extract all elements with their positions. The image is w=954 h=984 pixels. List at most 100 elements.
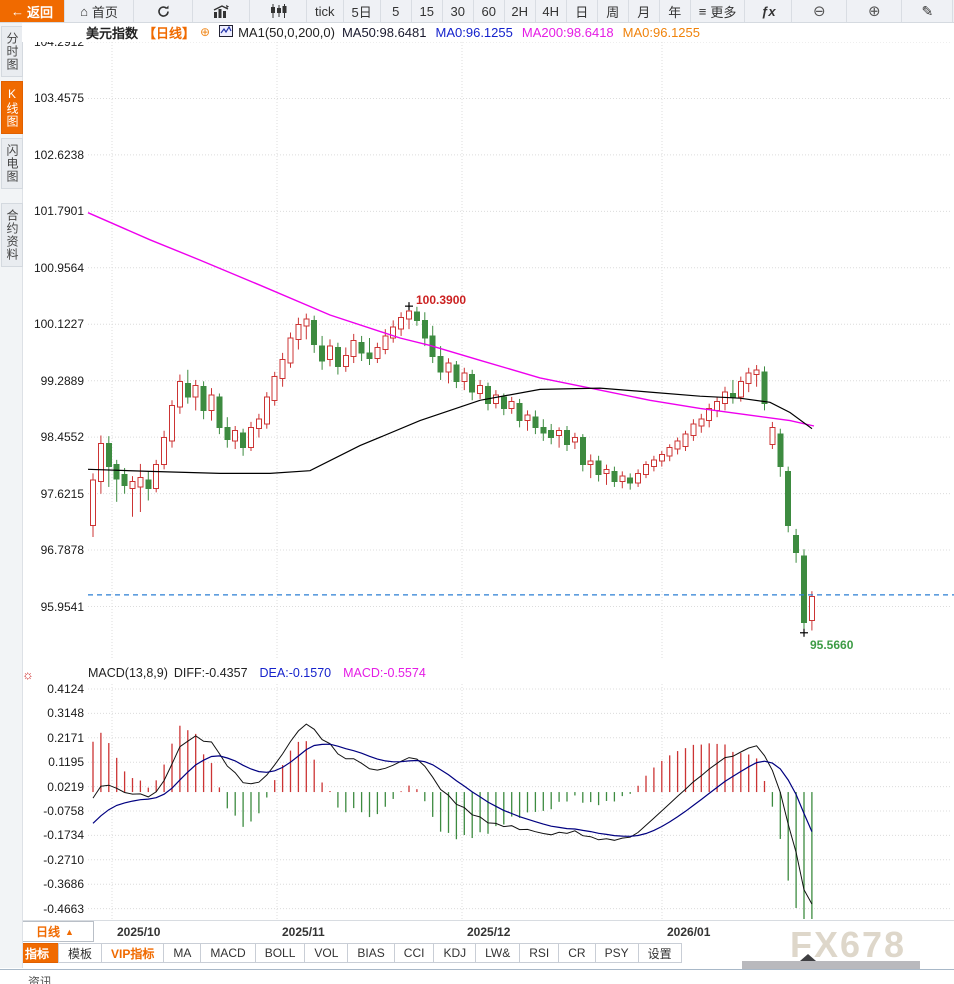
macd-macd-value: MACD:-0.5574 bbox=[343, 666, 426, 680]
high-price-annotation: 100.3900 bbox=[416, 293, 467, 308]
column-chart-icon bbox=[213, 4, 230, 18]
zoom-in-button[interactable]: ⊕ bbox=[847, 0, 903, 22]
price-axis-label: 97.6215 bbox=[40, 486, 84, 501]
sidebar-tab-2[interactable]: K线图 bbox=[1, 81, 23, 134]
indicator-tab-CCI[interactable]: CCI bbox=[393, 943, 435, 963]
macd-axis-label: -0.3686 bbox=[43, 877, 84, 892]
toolbar-period-15[interactable]: 15 bbox=[412, 0, 443, 22]
home-icon: ⌂ bbox=[80, 3, 88, 19]
sidebar-tab-3[interactable]: 闪电图 bbox=[1, 138, 23, 189]
zoom-out-button[interactable]: ⊖ bbox=[792, 0, 848, 22]
toolbar-period-日[interactable]: 日 bbox=[567, 0, 598, 22]
price-axis-label: 95.9541 bbox=[40, 599, 84, 614]
toolbar-period-月[interactable]: 月 bbox=[629, 0, 660, 22]
sidebar-tab-4[interactable]: 合约资料 bbox=[1, 203, 23, 267]
month-label: 2025/10 bbox=[117, 925, 161, 939]
period-selector-label: 日线 bbox=[36, 925, 61, 939]
back-button[interactable]: ← 返回 bbox=[0, 0, 65, 22]
macd-axis-label: 0.2171 bbox=[47, 730, 84, 745]
chart-header: 美元指数 【日线】 ⊕ MA1(50,0,200,0) MA50:98.6481… bbox=[22, 22, 954, 42]
macd-diff-value: DIFF:-0.4357 bbox=[173, 666, 248, 680]
indicator-tab-BOLL[interactable]: BOLL bbox=[254, 943, 306, 963]
indicator-tab-KDJ[interactable]: KDJ bbox=[433, 943, 477, 963]
back-arrow-icon: ← bbox=[10, 3, 24, 19]
symbol-name: 美元指数 bbox=[86, 25, 139, 41]
month-label: 2025/11 bbox=[282, 925, 325, 939]
price-axis-label: 99.2889 bbox=[40, 373, 84, 388]
toolbar-period-30[interactable]: 30 bbox=[443, 0, 474, 22]
fx-icon: ƒx bbox=[761, 3, 776, 19]
bar-chart-button[interactable] bbox=[193, 0, 250, 22]
price-axis-label: 96.7878 bbox=[40, 543, 84, 558]
indicator-settings-icon[interactable]: ☼ bbox=[22, 667, 34, 682]
low-price-annotation: 95.5660 bbox=[810, 637, 854, 652]
sidebar-tab-1[interactable]: 分时图 bbox=[1, 26, 23, 77]
indicator-tab-CR[interactable]: CR bbox=[558, 943, 596, 963]
up-triangle-icon: ▲ bbox=[65, 926, 74, 937]
top-toolbar: ← 返回 ⌂ 首页 tick 5日 5 15 30 60 2H 4H 日周月年 ≡ 更多 bbox=[0, 0, 954, 23]
pencil-icon: ✎ bbox=[921, 2, 934, 19]
indicator-tab-模板[interactable]: 模板 bbox=[58, 943, 103, 963]
macd-axis-label: -0.0758 bbox=[43, 804, 84, 818]
indicator-tab-PSY[interactable]: PSY bbox=[594, 943, 639, 963]
price-axis-label: 98.4552 bbox=[40, 430, 84, 445]
price-axis-label: 103.4575 bbox=[33, 91, 84, 106]
candlestick-view-button[interactable] bbox=[250, 0, 307, 22]
price-axis-label: 100.1227 bbox=[33, 317, 84, 332]
more-button[interactable]: ≡ 更多 bbox=[691, 0, 746, 22]
x-axis-row bbox=[0, 920, 954, 943]
toolbar-period-5[interactable]: 5 bbox=[381, 0, 412, 22]
toolbar-period-周[interactable]: 周 bbox=[598, 0, 629, 22]
fx-indicator-button[interactable]: ƒx bbox=[745, 0, 793, 22]
toolbar-tick-button[interactable]: tick bbox=[307, 0, 344, 22]
macd-axis-label: -0.4663 bbox=[43, 901, 84, 916]
macd-title: MACD(13,8,9) bbox=[88, 666, 168, 680]
candle-bars-icon bbox=[270, 4, 287, 18]
zoom-in-icon: ⊕ bbox=[868, 3, 881, 20]
panel-resize-scrollbar[interactable] bbox=[742, 954, 920, 969]
macd-axis-label: 0.3148 bbox=[47, 706, 84, 721]
toolbar-period-60[interactable]: 60 bbox=[474, 0, 505, 22]
ma0-price-value: MA0:96.1255 bbox=[622, 24, 700, 40]
toolbar-period-年[interactable]: 年 bbox=[660, 0, 691, 22]
macd-header: MACD(13,8,9) DIFF:-0.4357 DEA:-0.1570 MA… bbox=[88, 666, 426, 682]
indicator-tab-指标[interactable]: 指标 bbox=[15, 943, 60, 963]
toolbar-period-4H[interactable]: 4H bbox=[536, 0, 567, 22]
macd-axis-label: -0.2710 bbox=[43, 852, 84, 867]
news-tab[interactable]: 资讯 bbox=[28, 975, 53, 984]
indicator-tab-LW&[interactable]: LW& bbox=[475, 943, 521, 963]
refresh-button[interactable] bbox=[134, 0, 193, 22]
indicator-tab-设置[interactable]: 设置 bbox=[637, 943, 682, 963]
collapse-triangle-icon[interactable] bbox=[800, 954, 816, 961]
month-label: 2025/12 bbox=[467, 925, 511, 939]
mini-chart-icon bbox=[219, 24, 234, 40]
indicator-tab-RSI[interactable]: RSI bbox=[519, 943, 560, 963]
macd-axis-label: 0.0219 bbox=[47, 779, 84, 794]
news-bar: 资讯 bbox=[0, 969, 954, 984]
indicator-tab-MA[interactable]: MA bbox=[163, 943, 202, 963]
tick-label: tick bbox=[315, 3, 335, 19]
price-axis-label: 102.6238 bbox=[33, 147, 84, 162]
five-day-label: 5日 bbox=[351, 4, 372, 20]
indicator-tab-VIP指标[interactable]: VIP指标 bbox=[101, 943, 165, 963]
draw-button[interactable]: ✎ bbox=[902, 0, 954, 22]
period-selector-dropdown[interactable]: 日线 ▲ bbox=[16, 921, 94, 942]
home-button[interactable]: ⌂ 首页 bbox=[65, 0, 134, 22]
home-label: 首页 bbox=[91, 4, 118, 20]
ma-settings-label: MA1(50,0,200,0) bbox=[238, 24, 335, 40]
ma0-current-value: MA0:96.1255 bbox=[435, 24, 513, 40]
indicator-tab-VOL[interactable]: VOL bbox=[304, 943, 349, 963]
more-label: 更多 bbox=[710, 4, 737, 20]
indicator-tab-BIAS[interactable]: BIAS bbox=[347, 943, 395, 963]
toolbar-5day-button[interactable]: 5日 bbox=[344, 0, 381, 22]
refresh-icon bbox=[156, 4, 171, 19]
price-axis-label: 101.7901 bbox=[33, 204, 84, 219]
price-axis-label: 100.9564 bbox=[33, 260, 84, 275]
macd-axis-label: -0.1734 bbox=[43, 828, 84, 843]
period-tag[interactable]: 【日线】 bbox=[143, 25, 196, 41]
toolbar-period-2H[interactable]: 2H bbox=[505, 0, 536, 22]
indicator-tab-MACD[interactable]: MACD bbox=[200, 943, 256, 963]
circle-plus-icon[interactable]: ⊕ bbox=[200, 25, 211, 39]
